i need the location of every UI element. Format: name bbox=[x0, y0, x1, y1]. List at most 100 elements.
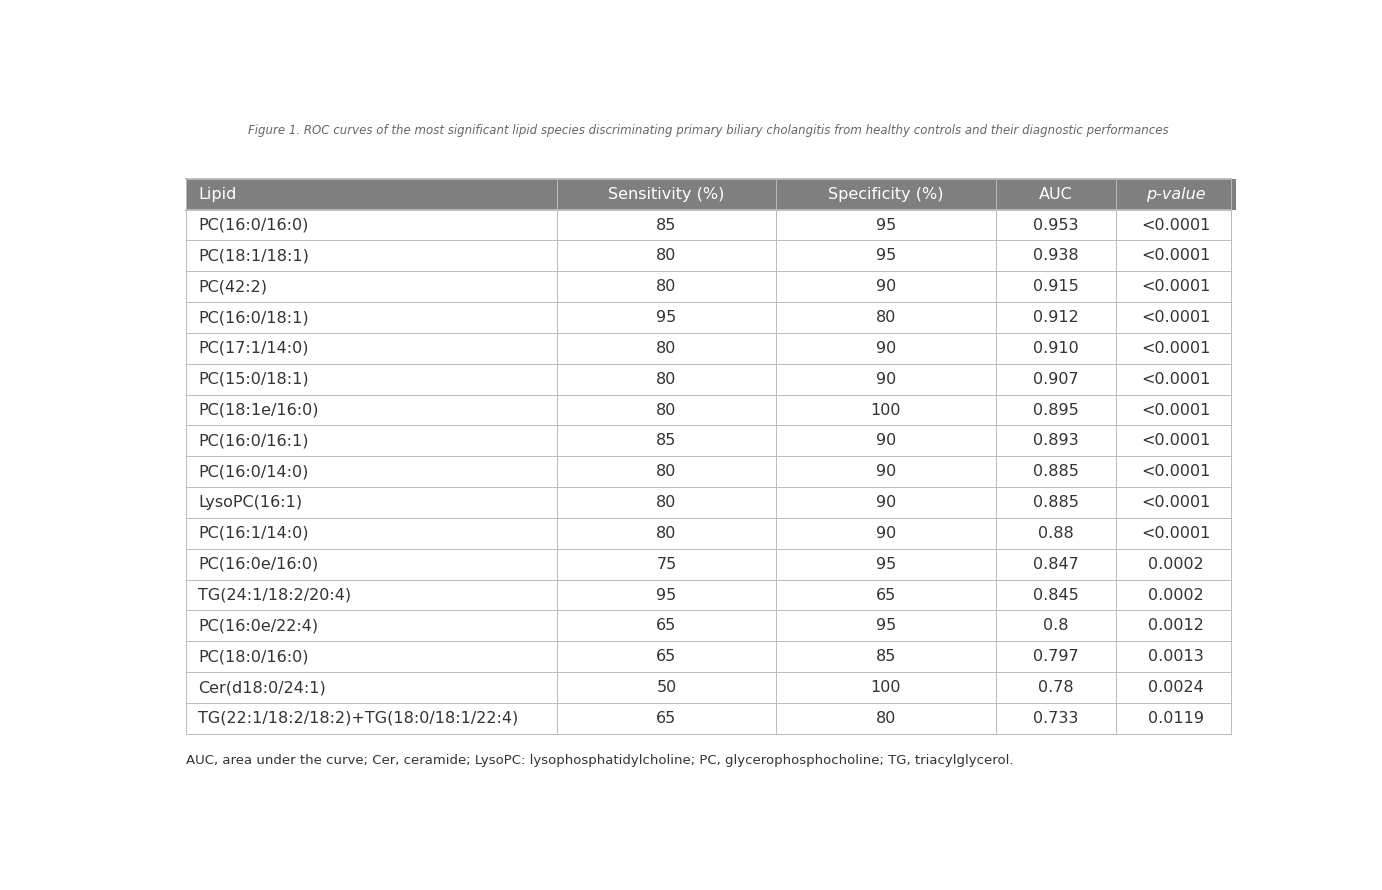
Bar bbox=[1115, 642, 1236, 672]
Bar bbox=[185, 425, 557, 457]
Text: 90: 90 bbox=[876, 526, 896, 541]
Text: Sensitivity (%): Sensitivity (%) bbox=[608, 187, 724, 202]
Text: 0.885: 0.885 bbox=[1032, 495, 1079, 510]
Bar bbox=[777, 487, 996, 518]
Text: 95: 95 bbox=[876, 557, 896, 571]
Bar bbox=[996, 271, 1115, 302]
Bar bbox=[557, 394, 777, 425]
Text: 0.0012: 0.0012 bbox=[1148, 619, 1204, 634]
Text: 80: 80 bbox=[656, 248, 677, 263]
Text: 95: 95 bbox=[656, 310, 677, 325]
Bar bbox=[777, 240, 996, 271]
Text: 65: 65 bbox=[656, 619, 677, 634]
Bar bbox=[996, 487, 1115, 518]
Bar bbox=[996, 672, 1115, 703]
Bar bbox=[185, 703, 557, 734]
Text: PC(16:1/14:0): PC(16:1/14:0) bbox=[199, 526, 310, 541]
Bar bbox=[777, 209, 996, 240]
Bar bbox=[185, 364, 557, 394]
Text: 80: 80 bbox=[656, 341, 677, 356]
Text: PC(16:0/18:1): PC(16:0/18:1) bbox=[199, 310, 310, 325]
Text: PC(18:1e/16:0): PC(18:1e/16:0) bbox=[199, 402, 319, 417]
Text: <0.0001: <0.0001 bbox=[1142, 526, 1211, 541]
Bar bbox=[777, 611, 996, 642]
Text: 0.893: 0.893 bbox=[1032, 433, 1079, 449]
Bar bbox=[557, 364, 777, 394]
Text: 0.910: 0.910 bbox=[1032, 341, 1079, 356]
Text: <0.0001: <0.0001 bbox=[1142, 495, 1211, 510]
Text: 85: 85 bbox=[876, 649, 896, 664]
Text: 0.0002: 0.0002 bbox=[1148, 557, 1204, 571]
Bar bbox=[185, 457, 557, 487]
Bar bbox=[557, 333, 777, 364]
Bar bbox=[557, 457, 777, 487]
Text: 90: 90 bbox=[876, 372, 896, 387]
Text: 65: 65 bbox=[656, 649, 677, 664]
Bar bbox=[777, 302, 996, 333]
Text: PC(16:0/14:0): PC(16:0/14:0) bbox=[199, 465, 308, 479]
Bar bbox=[777, 425, 996, 457]
Bar bbox=[185, 579, 557, 611]
Bar bbox=[557, 672, 777, 703]
Bar bbox=[557, 611, 777, 642]
Text: 80: 80 bbox=[656, 279, 677, 295]
Bar bbox=[557, 179, 777, 209]
Text: 0.797: 0.797 bbox=[1032, 649, 1079, 664]
Text: <0.0001: <0.0001 bbox=[1142, 402, 1211, 417]
Bar bbox=[557, 518, 777, 549]
Text: 65: 65 bbox=[656, 711, 677, 726]
Text: 0.0013: 0.0013 bbox=[1148, 649, 1204, 664]
Text: 0.915: 0.915 bbox=[1032, 279, 1079, 295]
Bar bbox=[1115, 209, 1236, 240]
Text: 75: 75 bbox=[656, 557, 677, 571]
Bar bbox=[185, 518, 557, 549]
Bar bbox=[557, 271, 777, 302]
Bar bbox=[185, 271, 557, 302]
Bar bbox=[185, 209, 557, 240]
Text: 80: 80 bbox=[656, 465, 677, 479]
Text: PC(18:0/16:0): PC(18:0/16:0) bbox=[199, 649, 310, 664]
Bar bbox=[1115, 333, 1236, 364]
Text: 0.845: 0.845 bbox=[1032, 587, 1079, 603]
Text: 65: 65 bbox=[876, 587, 896, 603]
Bar bbox=[185, 642, 557, 672]
Text: <0.0001: <0.0001 bbox=[1142, 248, 1211, 263]
Text: PC(16:0/16:1): PC(16:0/16:1) bbox=[199, 433, 310, 449]
Bar bbox=[777, 703, 996, 734]
Text: PC(16:0/16:0): PC(16:0/16:0) bbox=[199, 217, 308, 232]
Bar bbox=[996, 209, 1115, 240]
Bar bbox=[1115, 425, 1236, 457]
Text: AUC, area under the curve; Cer, ceramide; LysoPC: lysophosphatidylcholine; PC, g: AUC, area under the curve; Cer, ceramide… bbox=[185, 755, 1013, 767]
Bar bbox=[996, 425, 1115, 457]
Text: TG(24:1/18:2/20:4): TG(24:1/18:2/20:4) bbox=[199, 587, 351, 603]
Bar bbox=[777, 394, 996, 425]
Bar bbox=[777, 579, 996, 611]
Bar bbox=[1115, 364, 1236, 394]
Text: PC(15:0/18:1): PC(15:0/18:1) bbox=[199, 372, 310, 387]
Text: 100: 100 bbox=[871, 680, 901, 695]
Bar bbox=[1115, 394, 1236, 425]
Bar bbox=[777, 271, 996, 302]
Text: Specificity (%): Specificity (%) bbox=[828, 187, 944, 202]
Bar bbox=[1115, 179, 1236, 209]
Text: PC(18:1/18:1): PC(18:1/18:1) bbox=[199, 248, 310, 263]
Bar bbox=[557, 302, 777, 333]
Text: 0.885: 0.885 bbox=[1032, 465, 1079, 479]
Bar bbox=[557, 240, 777, 271]
Bar bbox=[777, 179, 996, 209]
Text: 95: 95 bbox=[876, 619, 896, 634]
Bar bbox=[777, 457, 996, 487]
Bar bbox=[185, 302, 557, 333]
Bar bbox=[996, 302, 1115, 333]
Bar bbox=[996, 518, 1115, 549]
Bar bbox=[1115, 487, 1236, 518]
Bar bbox=[1115, 271, 1236, 302]
Text: Cer(d18:0/24:1): Cer(d18:0/24:1) bbox=[199, 680, 326, 695]
Text: <0.0001: <0.0001 bbox=[1142, 279, 1211, 295]
Text: 0.0002: 0.0002 bbox=[1148, 587, 1204, 603]
Text: 85: 85 bbox=[656, 433, 677, 449]
Bar bbox=[1115, 703, 1236, 734]
Text: AUC: AUC bbox=[1039, 187, 1072, 202]
Bar bbox=[557, 487, 777, 518]
Bar bbox=[185, 333, 557, 364]
